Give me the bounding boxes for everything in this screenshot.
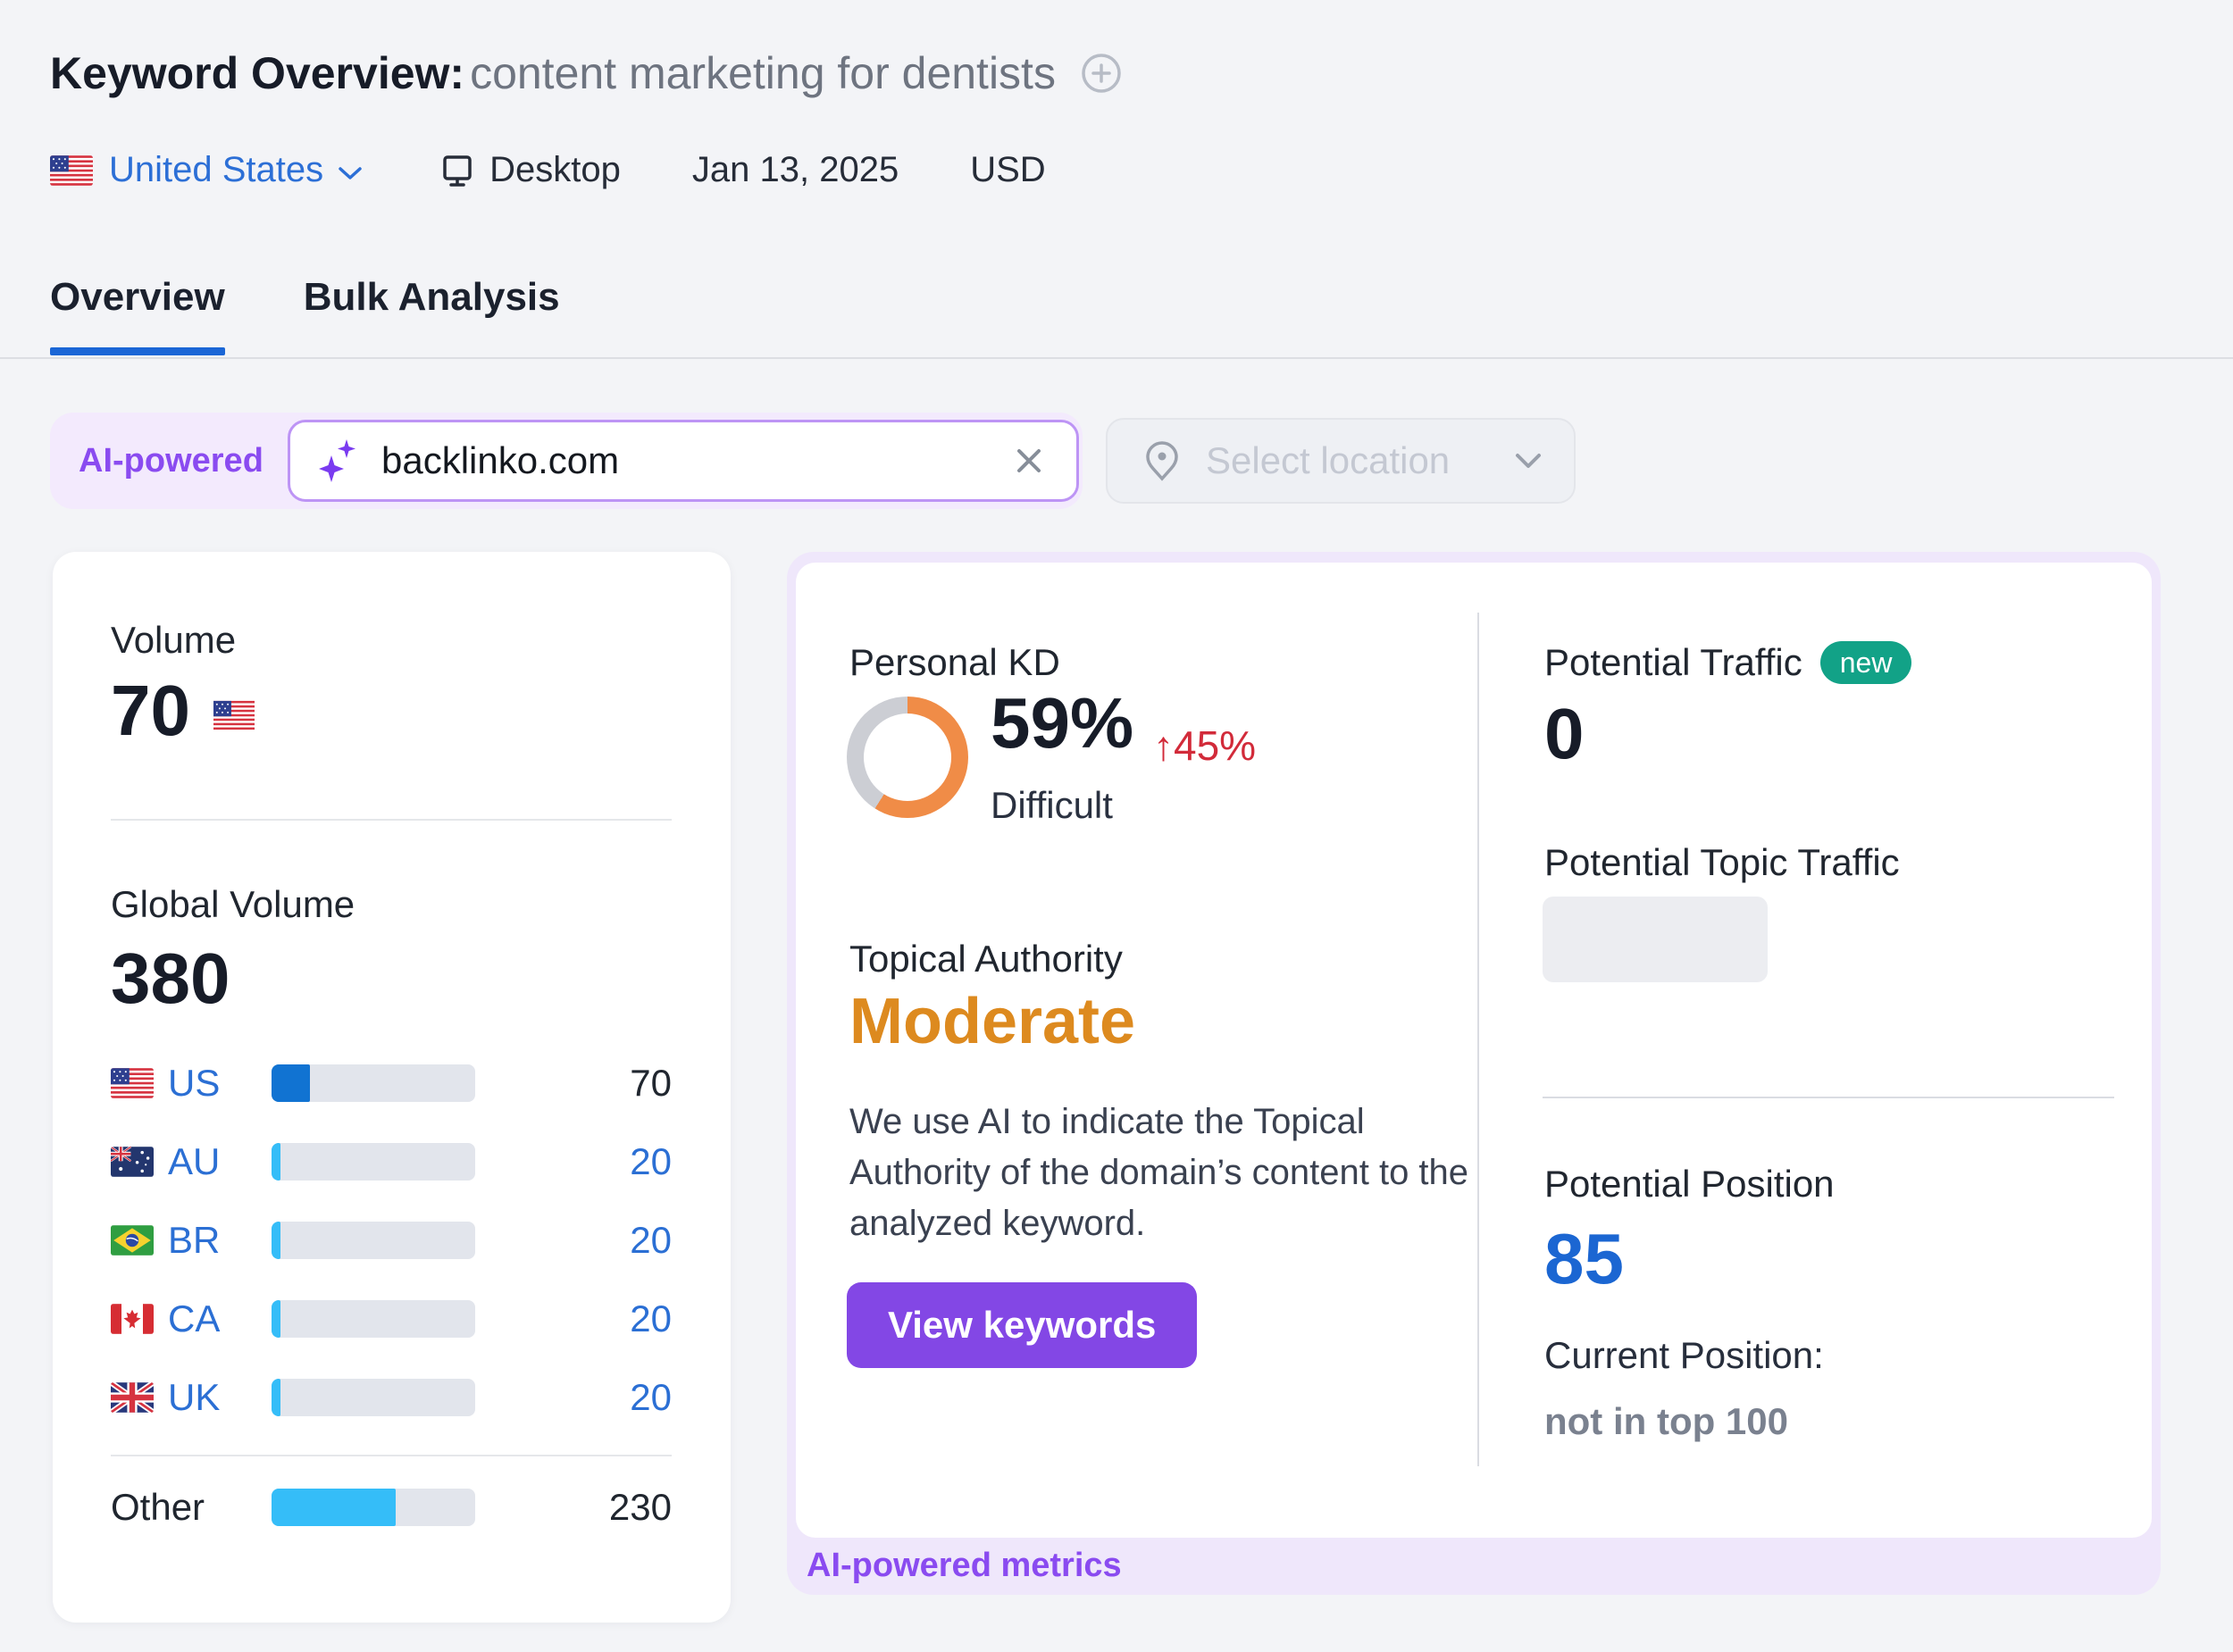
flag-br-icon (111, 1225, 154, 1256)
kd-delta: ↑45% (1153, 722, 1257, 769)
potential-topic-traffic-label: Potential Topic Traffic (1544, 841, 1900, 883)
potential-position-value: 85 (1544, 1219, 1624, 1298)
location-pin-icon (1146, 441, 1178, 481)
location-dropdown[interactable]: United States (50, 150, 363, 190)
divider (1543, 1097, 2114, 1098)
country-row-ca: CA 20 (111, 1297, 672, 1341)
ai-powered-search-container: AI-powered backlinko.com (50, 413, 1083, 509)
select-location-dropdown[interactable]: Select location (1106, 418, 1576, 504)
country-volume-list: US 70 AU (111, 1061, 672, 1454)
tab-overview[interactable]: Overview (50, 275, 225, 355)
potential-traffic-label: Potential Traffic (1544, 641, 1802, 683)
country-row-uk: UK 20 (111, 1375, 672, 1420)
divider (111, 819, 672, 821)
add-keyword-icon[interactable] (1081, 53, 1122, 94)
new-badge: new (1819, 641, 1912, 684)
country-volume-value[interactable]: 20 (630, 1219, 672, 1261)
potential-topic-traffic-placeholder (1543, 897, 1768, 982)
tab-bar-divider (0, 357, 2233, 359)
country-row-br: BR 20 (111, 1218, 672, 1263)
other-volume-value: 230 (608, 1486, 672, 1528)
ai-sparkle-icon (319, 439, 355, 482)
tab-bar: Overview Bulk Analysis (50, 275, 560, 355)
date-label: Jan 13, 2025 (691, 150, 899, 189)
domain-input-value: backlinko.com (381, 439, 620, 481)
kd-value: 59% (991, 683, 1134, 763)
flag-us-icon (111, 1068, 154, 1098)
potential-traffic-label-row: Potential Traffic new (1544, 641, 1912, 684)
kd-donut-chart (847, 697, 968, 818)
divider (1477, 613, 1479, 1466)
country-volume-bar (272, 1300, 475, 1338)
country-code-link[interactable]: CA (168, 1297, 221, 1339)
page-title: Keyword Overview: content marketing for d… (50, 46, 1122, 100)
currency-setting[interactable]: USD (970, 150, 1045, 190)
domain-input[interactable]: backlinko.com (288, 420, 1079, 502)
topical-authority-value: Moderate (849, 986, 1136, 1057)
personal-kd-label: Personal KD (849, 641, 1060, 683)
ai-powered-label: AI-powered (79, 441, 263, 480)
topical-authority-label: Topical Authority (849, 938, 1123, 980)
select-location-placeholder: Select location (1206, 439, 1451, 481)
flag-us-icon (213, 700, 255, 730)
country-row-au: AU 20 (111, 1139, 672, 1184)
other-volume-bar (272, 1489, 475, 1526)
other-label: Other (111, 1486, 205, 1528)
view-keywords-button[interactable]: View keywords (847, 1282, 1198, 1368)
country-volume-bar (272, 1143, 475, 1181)
tab-bulk-analysis[interactable]: Bulk Analysis (303, 275, 560, 319)
currency-label: USD (970, 150, 1046, 189)
flag-us-icon (50, 154, 93, 186)
page-title-keyword: content marketing for dentists (470, 48, 1056, 98)
country-volume-value[interactable]: 20 (630, 1140, 672, 1182)
ai-powered-metrics-footer: AI-powered metrics (807, 1547, 1122, 1584)
query-settings-row: United States Desktop Jan 13, 2025 USD (50, 150, 1046, 190)
date-setting[interactable]: Jan 13, 2025 (692, 150, 899, 190)
country-volume-bar (272, 1064, 475, 1102)
chevron-down-icon (1516, 454, 1541, 468)
device-label: Desktop (489, 150, 621, 189)
topical-authority-description: We use AI to indicate the Topical Author… (849, 1102, 1469, 1243)
current-position-value: not in top 100 (1544, 1400, 1788, 1442)
country-code-link[interactable]: AU (168, 1140, 221, 1182)
location-label: United States (109, 150, 324, 189)
country-volume-bar (272, 1222, 475, 1259)
country-code-link[interactable]: UK (168, 1376, 221, 1418)
global-volume-label: Global Volume (111, 883, 355, 925)
flag-au-icon (111, 1147, 154, 1177)
desktop-icon (443, 154, 472, 187)
flag-uk-icon (111, 1382, 154, 1413)
divider (111, 1455, 672, 1456)
other-volume-row: Other 230 (111, 1485, 672, 1530)
volume-card: Volume 70 Global Volume 38 (53, 552, 731, 1623)
country-code-link[interactable]: US (168, 1062, 221, 1104)
ai-metrics-card: Personal KD 59% ↑45% Difficult Topical A… (796, 563, 2152, 1538)
clear-input-icon[interactable] (1016, 447, 1042, 474)
chevron-down-icon (339, 166, 362, 179)
volume-value: 70 (111, 671, 190, 750)
country-volume-bar (272, 1379, 475, 1416)
country-code-link[interactable]: BR (168, 1219, 221, 1261)
page-title-prefix: Keyword Overview: (50, 48, 465, 98)
global-volume-value: 380 (111, 939, 230, 1018)
volume-value-row: 70 (111, 675, 255, 747)
potential-position-label: Potential Position (1544, 1163, 1835, 1205)
country-row-us: US 70 (111, 1061, 672, 1106)
kd-difficulty-label: Difficult (991, 784, 1113, 826)
ai-metrics-container: Personal KD 59% ↑45% Difficult Topical A… (787, 552, 2161, 1595)
volume-label: Volume (111, 619, 237, 661)
country-volume-value: 70 (630, 1062, 672, 1104)
flag-ca-icon (111, 1304, 154, 1334)
potential-traffic-value: 0 (1544, 694, 1585, 773)
country-volume-value[interactable]: 20 (630, 1297, 672, 1339)
current-position-label: Current Position: (1544, 1334, 1824, 1376)
device-setting[interactable]: Desktop (439, 150, 621, 190)
country-volume-value[interactable]: 20 (630, 1376, 672, 1418)
